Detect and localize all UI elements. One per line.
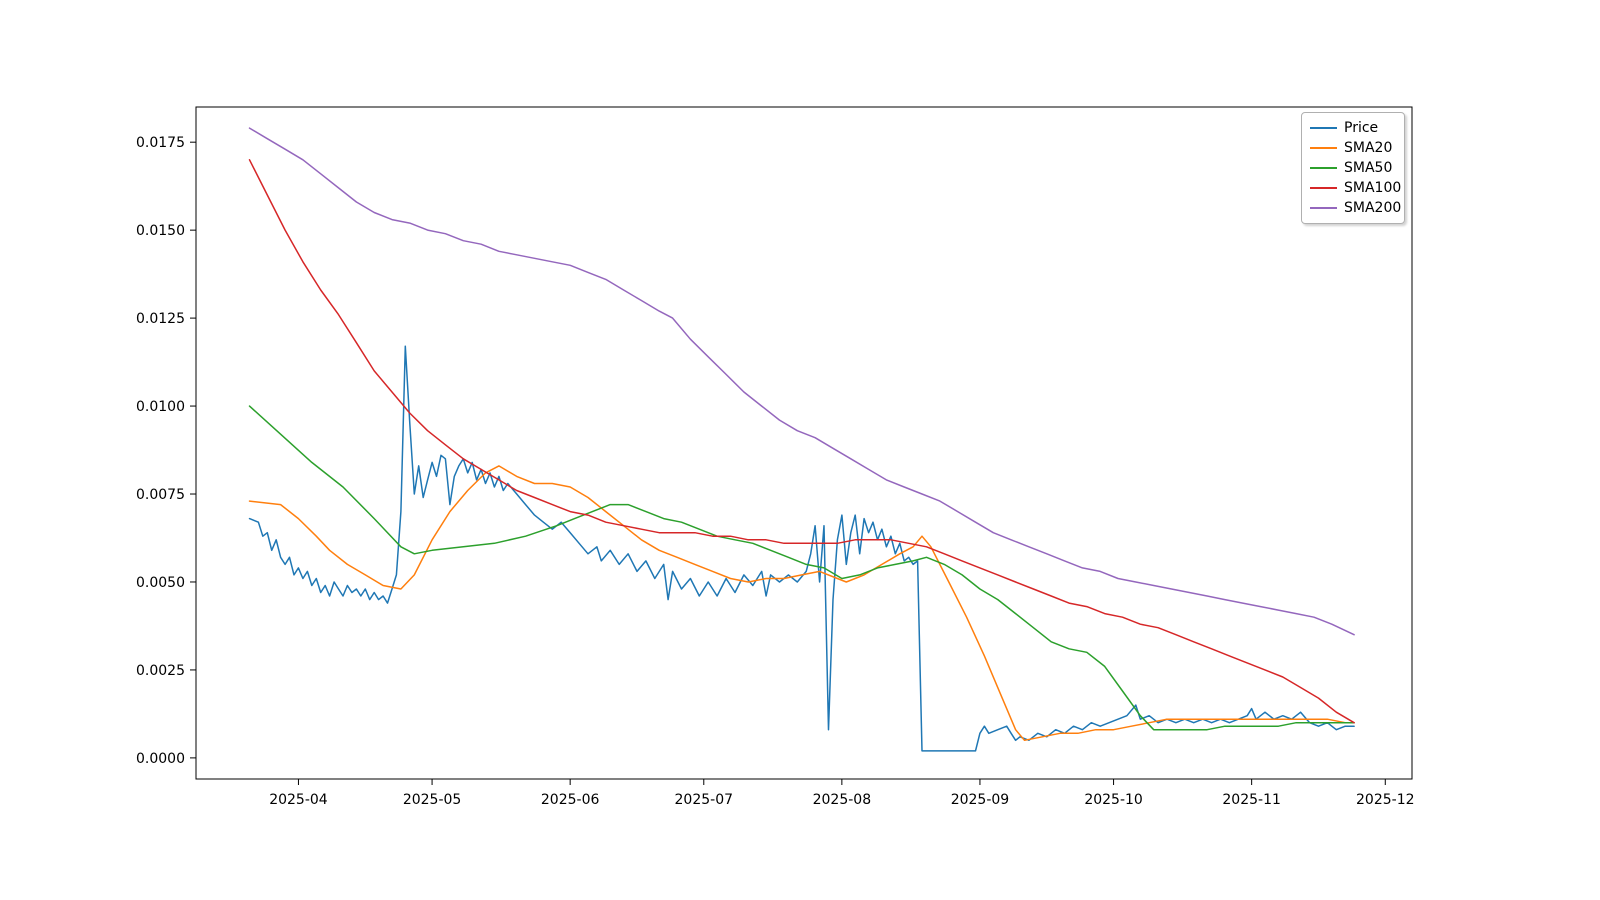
sma200-line-swatch xyxy=(1310,207,1337,209)
x-tick-label: 2025-07 xyxy=(675,792,734,808)
legend-item-sma100: SMA100 xyxy=(1310,178,1401,198)
series-line-sma50 xyxy=(248,405,1355,731)
x-tick-label: 2025-10 xyxy=(1084,792,1143,808)
y-tick-label: 0.0100 xyxy=(136,399,185,415)
legend-item-price: Price xyxy=(1310,118,1396,138)
legend-label-sma50: SMA50 xyxy=(1344,160,1393,176)
x-tick-label: 2025-08 xyxy=(813,792,872,808)
y-tick-label: 0.0050 xyxy=(136,575,185,591)
sma20-line-swatch xyxy=(1310,147,1337,149)
price-line-swatch xyxy=(1310,127,1337,129)
series-line-sma20 xyxy=(248,465,1355,742)
legend: Price SMA20 SMA50 SMA100 SMA200 xyxy=(1301,112,1405,224)
y-tick-label: 0.0000 xyxy=(136,751,185,767)
y-tick-label: 0.0150 xyxy=(136,223,185,239)
legend-label-sma100: SMA100 xyxy=(1344,180,1402,196)
legend-label-sma200: SMA200 xyxy=(1344,200,1402,216)
series-line-price xyxy=(248,345,1355,752)
x-tick-label: 2025-11 xyxy=(1222,792,1281,808)
plot-border xyxy=(195,106,1413,780)
x-tick-label: 2025-04 xyxy=(269,792,328,808)
x-tick-label: 2025-12 xyxy=(1356,792,1415,808)
x-tick-label: 2025-05 xyxy=(403,792,462,808)
y-tick-label: 0.0075 xyxy=(136,487,185,503)
series-line-sma200 xyxy=(248,127,1355,636)
legend-label-sma20: SMA20 xyxy=(1344,140,1393,156)
legend-label-price: Price xyxy=(1344,120,1379,136)
legend-item-sma50: SMA50 xyxy=(1310,158,1396,178)
sma50-line-swatch xyxy=(1310,167,1337,169)
series-line-sma100 xyxy=(248,159,1355,724)
y-tick-label: 0.0125 xyxy=(136,311,185,327)
x-tick-label: 2025-06 xyxy=(541,792,600,808)
legend-item-sma20: SMA20 xyxy=(1310,138,1396,158)
x-tick-label: 2025-09 xyxy=(951,792,1010,808)
sma100-line-swatch xyxy=(1310,187,1337,189)
legend-item-sma200: SMA200 xyxy=(1310,198,1401,218)
y-tick-label: 0.0175 xyxy=(136,135,185,151)
y-tick-label: 0.0025 xyxy=(136,663,185,679)
